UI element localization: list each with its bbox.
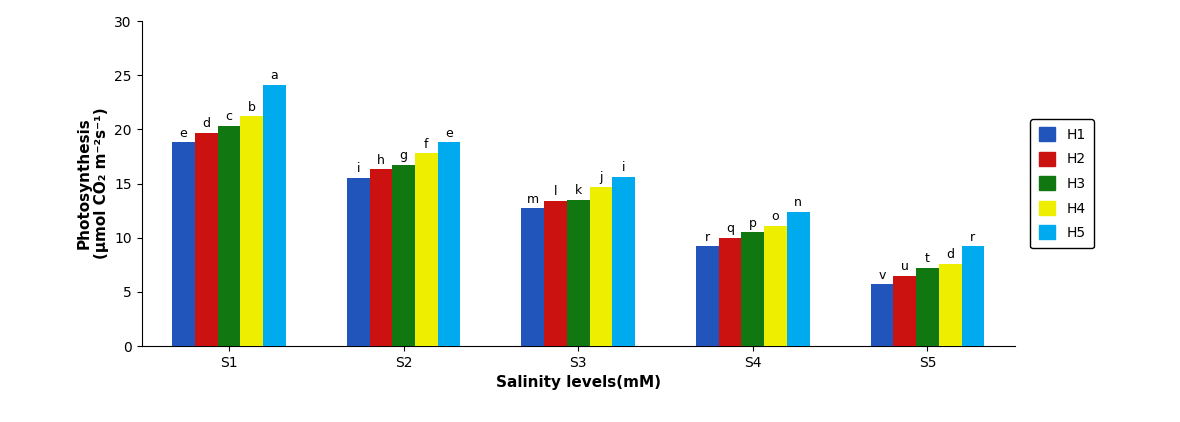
Bar [392,165,415,346]
Bar [893,276,916,346]
Legend: H1, H2, H3, H4, H5: H1, H2, H3, H4, H5 [1030,119,1094,249]
Text: q: q [726,222,734,235]
Text: i: i [622,161,625,174]
Bar [962,246,984,346]
Text: l: l [553,185,557,198]
Bar [787,212,809,346]
Bar [566,200,590,346]
Text: e: e [179,127,188,140]
Text: v: v [878,268,886,281]
Text: o: o [772,210,779,223]
Text: e: e [445,127,453,140]
Text: k: k [575,184,582,197]
Text: p: p [749,216,756,230]
Bar [765,226,787,346]
Bar [916,268,939,346]
Text: c: c [225,111,232,124]
Bar [195,133,217,346]
Text: f: f [424,138,428,151]
Text: b: b [248,101,256,114]
Text: u: u [900,260,909,273]
Bar [347,178,369,346]
Text: j: j [599,171,603,184]
Text: a: a [270,69,278,82]
Text: t: t [925,252,930,265]
Text: m: m [526,193,539,206]
Bar [696,246,719,346]
Text: n: n [794,196,802,209]
X-axis label: Salinity levels(mM): Salinity levels(mM) [496,375,661,390]
Bar [741,232,765,346]
Bar [241,116,263,346]
Text: h: h [376,154,385,167]
Bar [369,170,392,346]
Bar [590,187,612,346]
Text: g: g [400,149,407,162]
Bar [719,238,741,346]
Bar [522,208,544,346]
Bar [438,142,460,346]
Bar [871,284,893,346]
Bar [939,264,962,346]
Bar [263,85,286,346]
Text: d: d [202,117,210,130]
Text: r: r [704,231,710,243]
Bar [544,201,566,346]
Bar [217,126,241,346]
Bar [415,153,438,346]
Text: d: d [946,248,955,261]
Bar [172,142,195,346]
Text: i: i [356,162,360,176]
Y-axis label: Photosynthesis
(μmol CO₂ m⁻²s⁻¹): Photosynthesis (μmol CO₂ m⁻²s⁻¹) [77,108,109,260]
Bar [612,177,635,346]
Text: r: r [970,231,976,243]
